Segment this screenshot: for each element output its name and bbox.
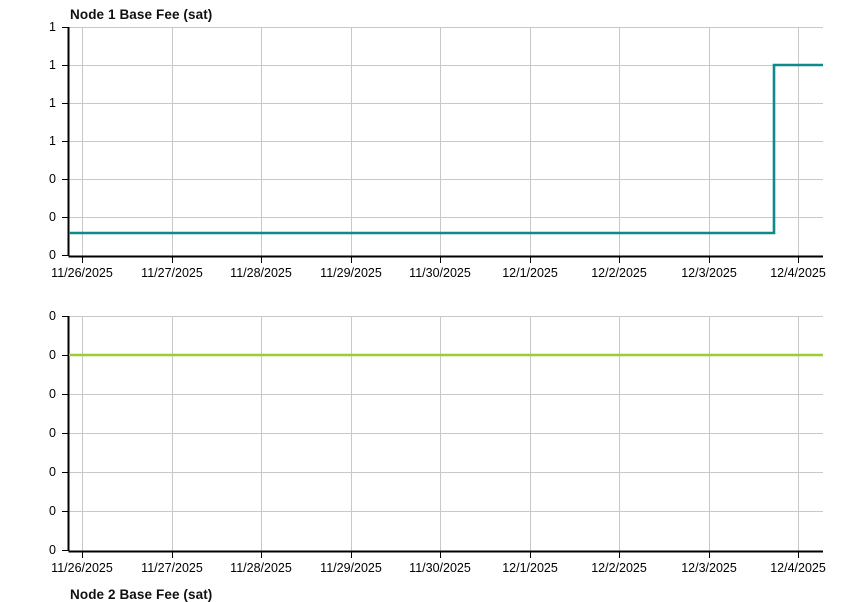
y-tick-label: 1	[49, 58, 56, 72]
x-tick-label: 12/2/2025	[591, 561, 647, 575]
gridlines-vertical-node-1	[82, 27, 799, 256]
x-tick-label: 12/3/2025	[681, 266, 737, 280]
x-tick-label: 11/29/2025	[320, 266, 382, 280]
x-tick-label: 11/26/2025	[51, 561, 113, 575]
x-tickmarks-node-1	[81, 256, 800, 263]
x-tick-label: 12/2/2025	[591, 266, 647, 280]
x-tick-label: 11/29/2025	[320, 561, 382, 575]
y-tick-label: 0	[49, 504, 56, 518]
y-tick-label: 1	[49, 96, 56, 110]
y-tickmarks-node-1	[62, 26, 69, 257]
y-tick-label: 0	[49, 426, 56, 440]
series-line-node-1	[69, 63, 823, 235]
y-tick-label: 0	[49, 387, 56, 401]
y-tick-label: 1	[49, 20, 56, 34]
x-tickmarks-node-2	[81, 551, 800, 558]
x-tick-label: 12/1/2025	[502, 266, 558, 280]
x-tick-label: 11/30/2025	[409, 561, 471, 575]
y-tick-label: 1	[49, 134, 56, 148]
y-tick-label: 0	[49, 309, 56, 323]
y-tick-label: 0	[49, 348, 56, 362]
chart-panel-node-1: Node 1 Base Fee (sat)	[0, 0, 860, 290]
plot-area-node-1	[62, 26, 823, 263]
chart-panel-node-2: Node 2 Base Fee (sat)	[0, 290, 860, 602]
x-tick-label: 11/27/2025	[141, 266, 203, 280]
y-tickmarks-node-2	[62, 315, 69, 552]
y-tick-label: 0	[49, 210, 56, 224]
y-tick-label: 0	[49, 172, 56, 186]
chart-title-node-1: Node 1 Base Fee (sat)	[70, 7, 213, 22]
y-tick-label: 0	[49, 465, 56, 479]
x-tick-label: 11/30/2025	[409, 266, 471, 280]
x-tick-label: 11/28/2025	[230, 266, 292, 280]
y-tick-label: 0	[49, 543, 56, 557]
x-tick-label: 12/4/2025	[770, 266, 826, 280]
gridlines-horizontal-node-1	[69, 27, 823, 218]
x-tick-label: 12/4/2025	[770, 561, 826, 575]
x-tick-label: 11/28/2025	[230, 561, 292, 575]
x-tick-label: 12/3/2025	[681, 561, 737, 575]
y-tick-label: 0	[49, 248, 56, 262]
x-tick-label: 11/27/2025	[141, 561, 203, 575]
chart-title-node-2: Node 2 Base Fee (sat)	[70, 587, 213, 602]
x-tick-label: 11/26/2025	[51, 266, 113, 280]
x-tick-label: 12/1/2025	[502, 561, 558, 575]
